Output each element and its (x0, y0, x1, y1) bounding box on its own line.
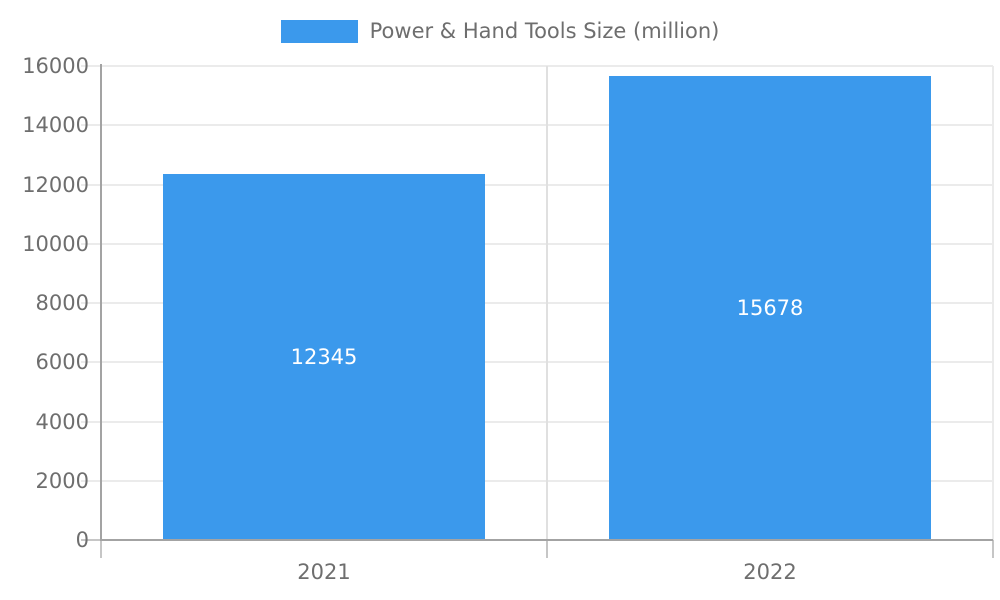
y-tick-label: 12000 (22, 172, 89, 197)
bar-value-label: 12345 (290, 345, 358, 370)
x-axis-line (100, 539, 993, 541)
bars-layer: 12345 15678 (101, 66, 993, 540)
gridline-12000 (81, 183, 993, 186)
y-tick-mark-0 (81, 539, 101, 541)
y-tick-label: 14000 (22, 113, 89, 138)
gridline-2000 (81, 479, 993, 482)
gridline-4000 (81, 420, 993, 423)
y-tick-label: 16000 (22, 54, 89, 78)
x-label-2022: 2022 (743, 560, 797, 584)
gridline-14000 (81, 124, 993, 127)
chart-legend: Power & Hand Tools Size (million) (0, 18, 1000, 44)
x-tick-mark (100, 540, 102, 558)
y-tick-label: 2000 (35, 468, 89, 493)
gridline-16000 (81, 65, 993, 67)
legend-label: Power & Hand Tools Size (million) (369, 19, 720, 43)
x-label-2021: 2021 (297, 560, 351, 584)
y-tick-label: 6000 (35, 350, 89, 375)
category-separator (546, 66, 548, 540)
legend-swatch (280, 19, 358, 43)
bar-value-label: 15678 (736, 295, 804, 320)
y-tick-label: 8000 (35, 291, 89, 315)
gridline-10000 (81, 242, 993, 245)
gridline-6000 (81, 361, 993, 364)
x-tick-mark (992, 540, 994, 558)
grid-layer (81, 65, 994, 558)
y-tick-label: 10000 (22, 231, 89, 256)
y-axis-line (100, 64, 102, 540)
plot-area: 12345 15678 (81, 64, 994, 558)
y-tick-label: 0 (75, 528, 89, 552)
x-tick-mark (546, 540, 548, 558)
bar-2021: 12345 (163, 174, 485, 540)
y-tick-label: 4000 (35, 409, 89, 434)
legend-item[interactable]: Power & Hand Tools Size (million) (280, 18, 720, 44)
bar-2022: 15678 (609, 75, 931, 540)
gridline-8000 (81, 302, 993, 304)
plot-border-right (992, 66, 994, 540)
